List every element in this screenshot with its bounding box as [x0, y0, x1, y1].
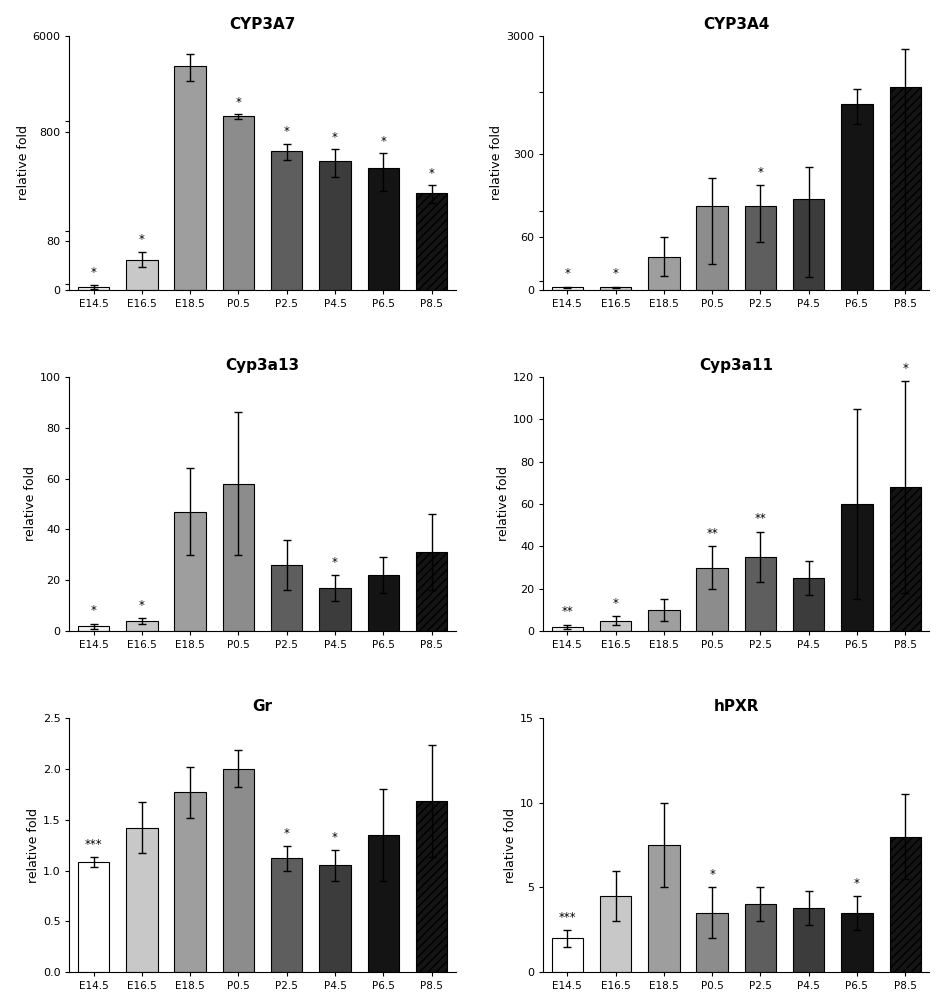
- Bar: [600, 621, 631, 631]
- Bar: [696, 206, 727, 290]
- Bar: [745, 206, 776, 290]
- Bar: [78, 863, 110, 973]
- Bar: [889, 487, 920, 631]
- Title: hPXR: hPXR: [713, 699, 759, 714]
- Text: *: *: [902, 362, 908, 375]
- Y-axis label: relative fold: relative fold: [26, 807, 40, 883]
- Title: CYP3A4: CYP3A4: [703, 17, 769, 31]
- Bar: [552, 627, 583, 631]
- Bar: [126, 621, 158, 631]
- Y-axis label: relative fold: relative fold: [490, 125, 503, 201]
- Bar: [793, 579, 824, 631]
- Bar: [222, 484, 254, 631]
- Bar: [368, 168, 399, 290]
- Bar: [271, 858, 303, 973]
- Y-axis label: relative fold: relative fold: [24, 467, 37, 541]
- Bar: [696, 913, 727, 973]
- Bar: [319, 161, 351, 290]
- Bar: [126, 828, 158, 973]
- Bar: [416, 194, 447, 290]
- Bar: [552, 938, 583, 973]
- Bar: [841, 104, 872, 290]
- Text: *: *: [613, 597, 619, 610]
- Bar: [793, 908, 824, 973]
- Text: *: *: [380, 135, 386, 148]
- Text: *: *: [332, 831, 338, 844]
- Bar: [648, 610, 679, 631]
- Bar: [793, 200, 824, 290]
- Text: *: *: [332, 131, 338, 144]
- Text: *: *: [91, 604, 96, 617]
- Bar: [416, 801, 447, 973]
- Y-axis label: relative fold: relative fold: [498, 467, 510, 541]
- Text: *: *: [854, 877, 860, 890]
- Y-axis label: relative fold: relative fold: [17, 125, 29, 201]
- Text: *: *: [236, 96, 241, 109]
- Bar: [841, 504, 872, 631]
- Bar: [174, 66, 206, 290]
- Text: *: *: [758, 166, 763, 179]
- Text: *: *: [613, 267, 619, 280]
- Text: **: **: [755, 512, 766, 525]
- Bar: [222, 769, 254, 973]
- Text: *: *: [284, 125, 289, 138]
- Bar: [416, 552, 447, 631]
- Title: CYP3A7: CYP3A7: [229, 17, 296, 31]
- Text: *: *: [139, 599, 145, 612]
- Bar: [696, 568, 727, 631]
- Title: Cyp3a13: Cyp3a13: [225, 358, 300, 373]
- Bar: [174, 792, 206, 973]
- Y-axis label: relative fold: relative fold: [504, 807, 517, 883]
- Text: *: *: [139, 234, 145, 247]
- Bar: [174, 512, 206, 631]
- Text: **: **: [561, 606, 573, 619]
- Bar: [600, 287, 631, 290]
- Text: ***: ***: [558, 910, 576, 923]
- Bar: [368, 576, 399, 631]
- Bar: [126, 260, 158, 290]
- Bar: [889, 88, 920, 290]
- Bar: [319, 588, 351, 631]
- Text: *: *: [565, 267, 570, 280]
- Bar: [745, 557, 776, 631]
- Text: ***: ***: [85, 838, 102, 851]
- Bar: [78, 626, 110, 631]
- Text: *: *: [91, 266, 96, 279]
- Text: *: *: [710, 868, 715, 881]
- Text: *: *: [429, 166, 434, 179]
- Bar: [648, 257, 679, 290]
- Bar: [745, 904, 776, 973]
- Bar: [319, 866, 351, 973]
- Title: Gr: Gr: [253, 699, 272, 714]
- Bar: [368, 835, 399, 973]
- Bar: [889, 837, 920, 973]
- Bar: [271, 151, 303, 290]
- Text: *: *: [332, 555, 338, 569]
- Title: Cyp3a11: Cyp3a11: [699, 358, 773, 373]
- Bar: [841, 913, 872, 973]
- Text: *: *: [284, 827, 289, 840]
- Bar: [271, 565, 303, 631]
- Bar: [600, 896, 631, 973]
- Text: **: **: [707, 527, 718, 540]
- Bar: [648, 845, 679, 973]
- Bar: [78, 287, 110, 290]
- Bar: [552, 287, 583, 290]
- Bar: [222, 117, 254, 290]
